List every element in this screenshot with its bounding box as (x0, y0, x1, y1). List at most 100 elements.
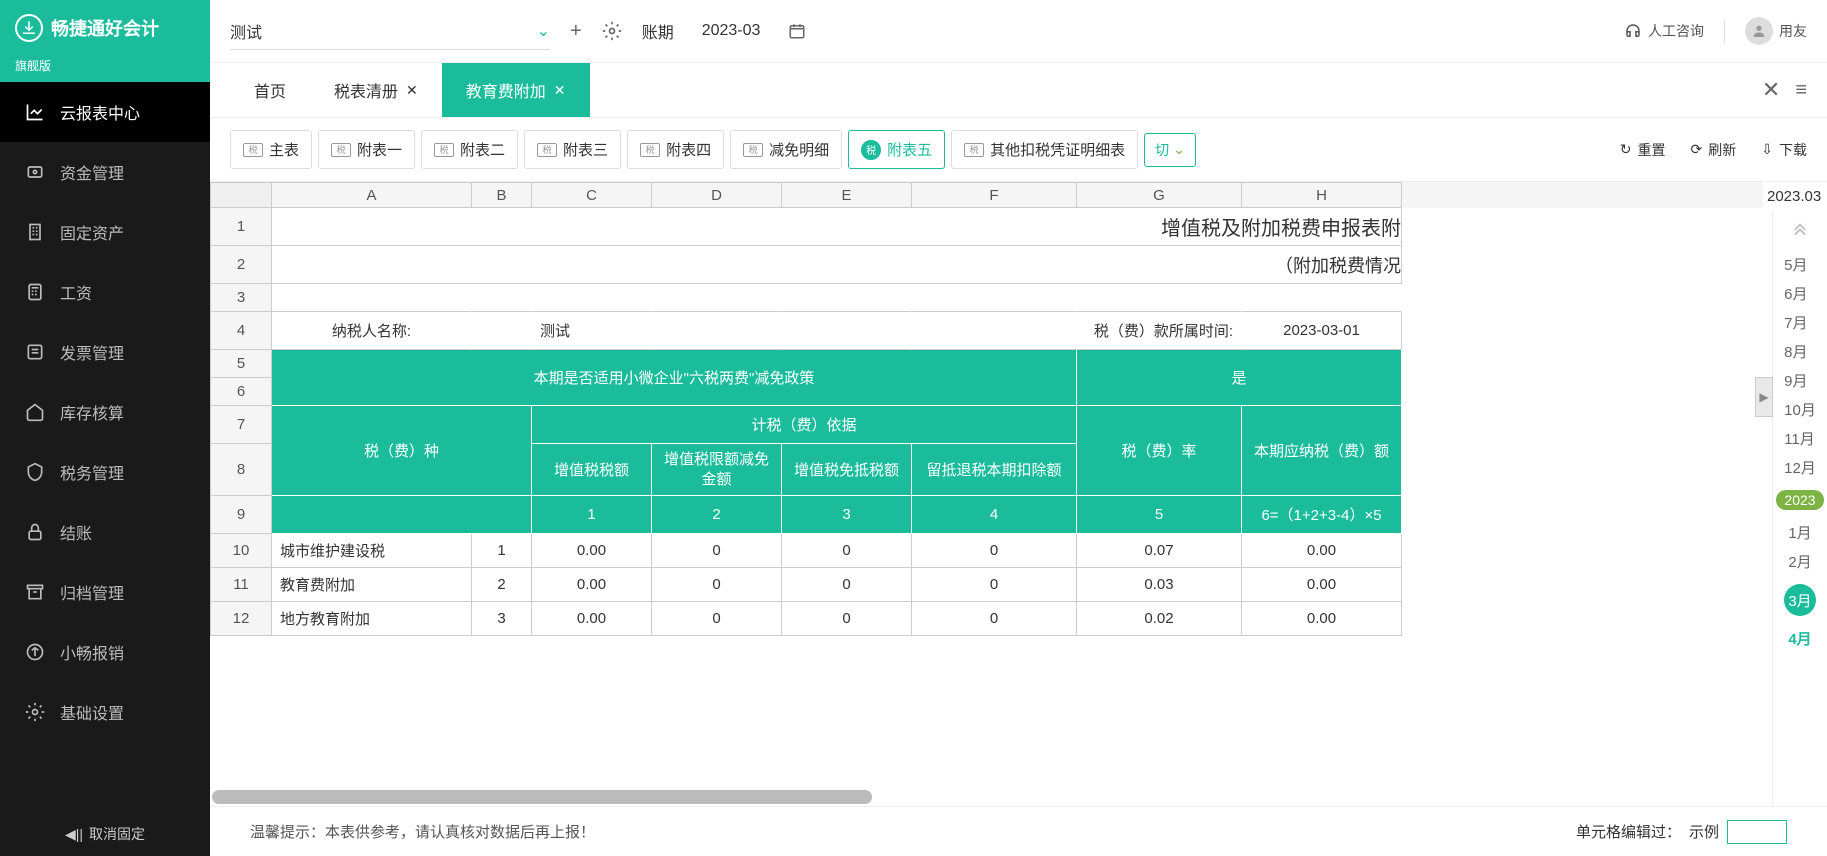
month-item[interactable]: 9月 (1784, 366, 1816, 395)
cell[interactable]: 城市维护建设税 (272, 534, 472, 568)
reset-button[interactable]: ↻ 重置 (1620, 140, 1666, 160)
refresh-button[interactable]: ⟳ 刷新 (1691, 140, 1737, 160)
cell[interactable]: 教育费附加 (272, 568, 472, 602)
cell[interactable]: 1 (472, 534, 532, 568)
cell[interactable] (912, 284, 1077, 312)
sidebar-item-2[interactable]: 固定资产 (0, 202, 210, 262)
cell[interactable]: 0 (912, 568, 1077, 602)
month-current[interactable]: 3月 (1784, 584, 1816, 616)
cell[interactable] (272, 284, 472, 312)
sheet-tab-2[interactable]: 税附表二 (421, 130, 518, 169)
tab-0[interactable]: 首页 (230, 63, 310, 117)
tab-1[interactable]: 税表清册✕ (310, 63, 442, 117)
col-header[interactable]: G (1077, 182, 1242, 208)
month-item[interactable]: 6月 (1784, 279, 1816, 308)
cell[interactable]: 测试 (532, 312, 652, 350)
sidebar-item-4[interactable]: 发票管理 (0, 322, 210, 382)
row-header[interactable]: 12 (210, 602, 272, 636)
sheet-tab-5[interactable]: 税减免明细 (730, 130, 842, 169)
cell[interactable] (1077, 284, 1242, 312)
cell[interactable]: 0.00 (532, 534, 652, 568)
month-item[interactable]: 8月 (1784, 337, 1816, 366)
sidebar-item-8[interactable]: 归档管理 (0, 562, 210, 622)
sheet-tab-0[interactable]: 税主表 (230, 130, 312, 169)
sidebar-item-0[interactable]: 云报表中心 (0, 82, 210, 142)
user-menu[interactable]: 用友 (1745, 17, 1807, 45)
sidebar-item-9[interactable]: 小畅报销 (0, 622, 210, 682)
cell[interactable] (652, 312, 782, 350)
unpin-button[interactable]: ◀|| 取消固定 (0, 812, 210, 856)
col-header[interactable]: F (912, 182, 1077, 208)
row-header[interactable]: 11 (210, 568, 272, 602)
cell[interactable]: 0.03 (1077, 568, 1242, 602)
cell[interactable]: 税（费）款所属时间: (912, 312, 1242, 350)
cell[interactable]: 0.00 (532, 602, 652, 636)
cell[interactable]: 0 (782, 568, 912, 602)
cell[interactable]: 0 (782, 534, 912, 568)
cell[interactable] (472, 284, 532, 312)
month-item[interactable]: 10月 (1784, 395, 1816, 424)
sidebar-item-1[interactable]: 资金管理 (0, 142, 210, 202)
gear-icon[interactable] (602, 21, 622, 41)
tabs-menu-icon[interactable]: ≡ (1795, 79, 1807, 102)
cell[interactable]: 地方教育附加 (272, 602, 472, 636)
sidebar-item-3[interactable]: 工资 (0, 262, 210, 322)
col-header[interactable]: E (782, 182, 912, 208)
sheet-tab-4[interactable]: 税附表四 (627, 130, 724, 169)
col-header[interactable]: D (652, 182, 782, 208)
row-header[interactable]: 5 (210, 350, 272, 378)
cell[interactable] (782, 284, 912, 312)
tab-close-icon[interactable]: ✕ (554, 82, 566, 99)
cell[interactable]: 0 (652, 534, 782, 568)
cell[interactable] (652, 284, 782, 312)
sidebar-item-6[interactable]: 税务管理 (0, 442, 210, 502)
tab-close-icon[interactable]: ✕ (406, 82, 418, 99)
cell[interactable]: 0.00 (1242, 534, 1402, 568)
scroll-up-icon[interactable] (1790, 222, 1810, 242)
month-item[interactable]: 1月 (1788, 518, 1811, 547)
col-header[interactable]: H (1242, 182, 1402, 208)
cell[interactable] (1242, 284, 1402, 312)
row-header[interactable]: 10 (210, 534, 272, 568)
h-scrollbar[interactable] (212, 790, 872, 804)
cell[interactable]: 0.07 (1077, 534, 1242, 568)
cell[interactable]: 0.02 (1077, 602, 1242, 636)
add-icon[interactable]: + (570, 20, 582, 43)
company-selector[interactable]: 测试 ⌄ (230, 13, 550, 50)
consult-link[interactable]: 人工咨询 (1624, 21, 1704, 41)
month-next[interactable]: 4月 (1788, 624, 1811, 653)
switch-button[interactable]: 切 ⌄ (1144, 133, 1196, 167)
cell[interactable]: 0 (652, 602, 782, 636)
close-all-icon[interactable]: ✕ (1762, 77, 1780, 103)
cell[interactable]: 0.00 (532, 568, 652, 602)
spreadsheet[interactable]: ABCDEFGH1增值税及附加税费申报表附2（附加税费情况34纳税人名称:测试税… (210, 182, 1772, 806)
tab-2[interactable]: 教育费附加✕ (442, 63, 590, 117)
cell[interactable]: 0.00 (1242, 602, 1402, 636)
sidebar-item-10[interactable]: 基础设置 (0, 682, 210, 742)
cell[interactable]: 0 (912, 534, 1077, 568)
row-header[interactable]: 3 (210, 284, 272, 312)
month-item[interactable]: 5月 (1784, 250, 1816, 279)
row-header[interactable]: 8 (210, 444, 272, 496)
row-header[interactable]: 9 (210, 496, 272, 534)
calendar-icon[interactable] (788, 22, 806, 40)
row-header[interactable]: 1 (210, 208, 272, 246)
year-badge[interactable]: 2023 (1776, 490, 1823, 510)
col-header[interactable]: B (472, 182, 532, 208)
cell[interactable]: 0 (652, 568, 782, 602)
cell[interactable]: 2023-03-01 (1242, 312, 1402, 350)
month-item[interactable]: 7月 (1784, 308, 1816, 337)
period-value[interactable]: 2023-03 (694, 18, 769, 44)
col-header[interactable]: A (272, 182, 472, 208)
row-header[interactable]: 6 (210, 378, 272, 406)
cell[interactable]: 2 (472, 568, 532, 602)
cell[interactable]: 纳税人名称: (272, 312, 472, 350)
cell[interactable] (782, 312, 912, 350)
col-header[interactable]: C (532, 182, 652, 208)
download-button[interactable]: ⇩ 下载 (1761, 140, 1807, 160)
sheet-corner[interactable] (210, 182, 272, 208)
brand-header[interactable]: 畅捷通好会计 (0, 0, 210, 55)
month-item[interactable]: 2月 (1788, 547, 1811, 576)
cell[interactable]: 0.00 (1242, 568, 1402, 602)
sheet-tab-7[interactable]: 税其他扣税凭证明细表 (951, 130, 1138, 169)
